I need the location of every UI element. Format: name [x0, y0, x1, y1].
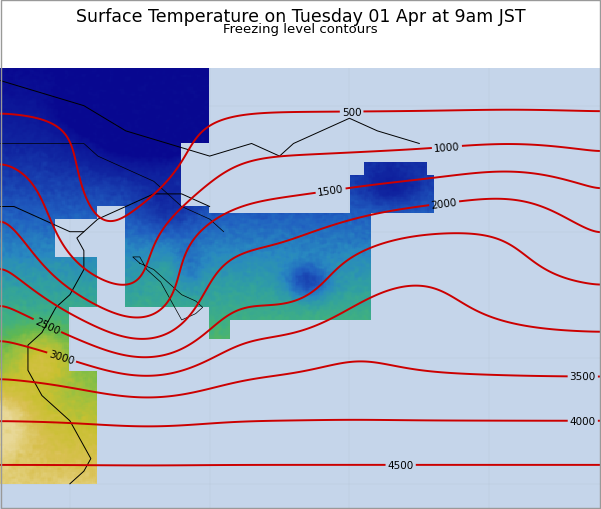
Text: Surface Temperature on Tuesday 01 Apr at 9am JST: Surface Temperature on Tuesday 01 Apr at…	[76, 8, 525, 25]
Text: 500: 500	[342, 107, 361, 118]
Text: 3000: 3000	[47, 349, 76, 366]
Text: 2000: 2000	[430, 197, 458, 210]
Text: 1500: 1500	[317, 184, 344, 198]
Text: Freezing level contours: Freezing level contours	[223, 23, 378, 36]
Text: 2500: 2500	[33, 316, 61, 336]
Text: 4500: 4500	[388, 460, 414, 470]
Text: 3500: 3500	[570, 372, 596, 382]
Text: 4000: 4000	[570, 416, 596, 426]
Text: 1000: 1000	[433, 142, 460, 154]
